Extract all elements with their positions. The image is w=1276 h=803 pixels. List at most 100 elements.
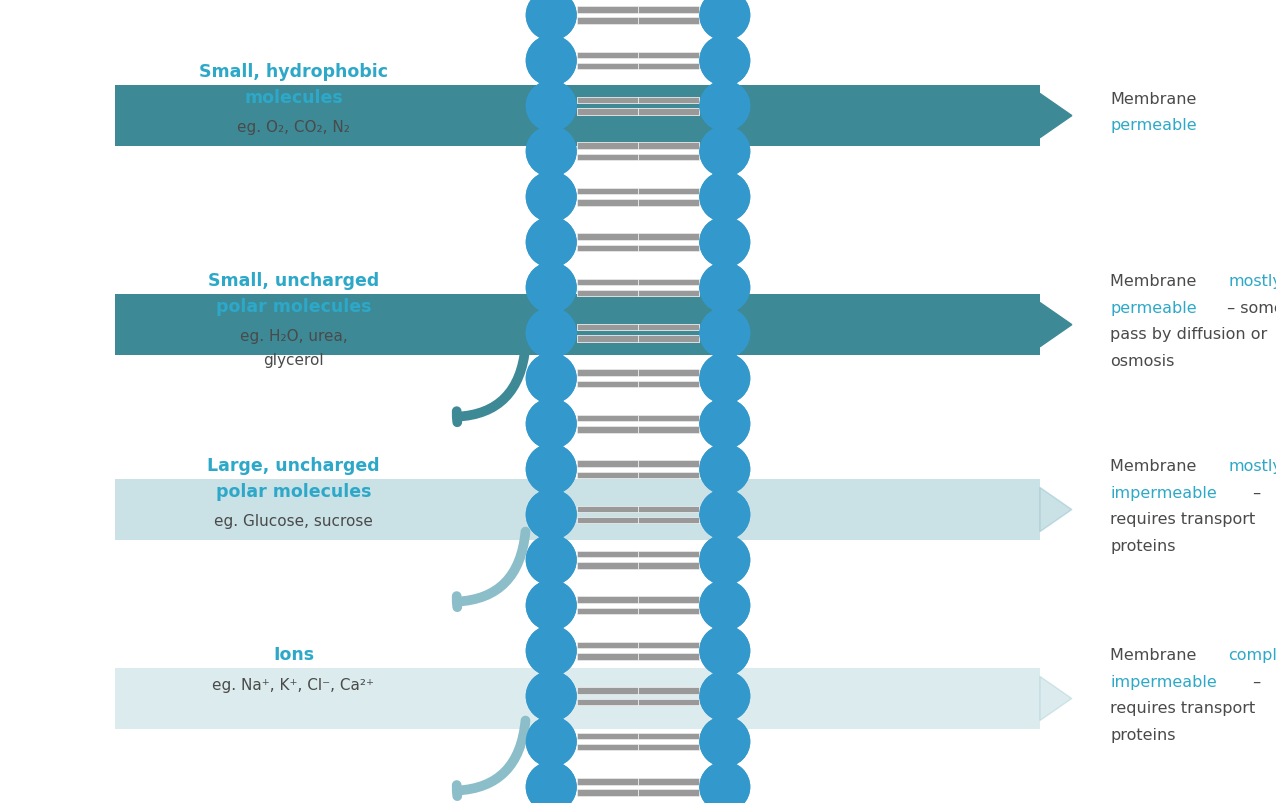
- Bar: [638, 733, 699, 740]
- Text: Large, uncharged: Large, uncharged: [207, 457, 380, 475]
- Ellipse shape: [526, 0, 577, 42]
- Bar: [638, 234, 699, 240]
- Bar: [638, 789, 699, 796]
- Text: permeable: permeable: [1110, 300, 1197, 316]
- Text: Small, uncharged: Small, uncharged: [208, 272, 379, 290]
- Bar: [638, 744, 699, 751]
- Text: Ions: Ions: [273, 646, 314, 663]
- Bar: [577, 109, 638, 116]
- Ellipse shape: [699, 671, 750, 722]
- Ellipse shape: [699, 81, 750, 132]
- Bar: [638, 63, 699, 70]
- Bar: [638, 189, 699, 195]
- Bar: [577, 597, 638, 603]
- Bar: [638, 143, 699, 149]
- Bar: [577, 506, 638, 512]
- Bar: [638, 245, 699, 251]
- Ellipse shape: [699, 218, 750, 268]
- Bar: [638, 608, 699, 614]
- Text: –: –: [1248, 485, 1261, 500]
- Bar: [638, 461, 699, 467]
- Ellipse shape: [699, 353, 750, 405]
- Bar: [577, 200, 638, 206]
- Bar: [115, 295, 1040, 356]
- Ellipse shape: [699, 218, 750, 268]
- Ellipse shape: [526, 218, 577, 268]
- Ellipse shape: [526, 218, 577, 268]
- Bar: [638, 52, 699, 59]
- Bar: [577, 234, 638, 240]
- Text: requires transport: requires transport: [1110, 512, 1256, 527]
- Bar: [638, 506, 699, 512]
- Ellipse shape: [699, 127, 750, 177]
- Bar: [577, 778, 638, 785]
- Bar: [638, 7, 699, 14]
- Ellipse shape: [699, 0, 750, 42]
- Bar: [577, 517, 638, 524]
- Bar: [577, 426, 638, 433]
- Bar: [638, 608, 699, 614]
- Ellipse shape: [526, 716, 577, 767]
- Ellipse shape: [699, 535, 750, 585]
- Bar: [638, 18, 699, 25]
- Bar: [638, 517, 699, 524]
- Bar: [577, 789, 638, 796]
- Ellipse shape: [526, 36, 577, 87]
- Ellipse shape: [526, 308, 577, 359]
- Ellipse shape: [526, 535, 577, 585]
- Bar: [638, 472, 699, 479]
- Bar: [638, 336, 699, 342]
- Bar: [638, 234, 699, 240]
- Bar: [638, 381, 699, 388]
- Bar: [638, 143, 699, 149]
- Ellipse shape: [526, 444, 577, 495]
- Bar: [577, 517, 638, 524]
- Bar: [638, 563, 699, 569]
- Bar: [638, 597, 699, 603]
- Bar: [638, 109, 699, 116]
- Bar: [638, 687, 699, 694]
- Ellipse shape: [526, 353, 577, 405]
- Ellipse shape: [699, 761, 750, 803]
- Bar: [638, 426, 699, 433]
- Ellipse shape: [526, 172, 577, 223]
- Ellipse shape: [699, 535, 750, 585]
- Bar: [638, 506, 699, 512]
- Ellipse shape: [526, 353, 577, 405]
- Bar: [577, 654, 638, 660]
- Ellipse shape: [699, 263, 750, 314]
- Bar: [577, 154, 638, 161]
- Bar: [638, 52, 699, 59]
- Ellipse shape: [699, 626, 750, 676]
- Bar: [577, 415, 638, 422]
- Bar: [577, 279, 638, 286]
- Bar: [638, 381, 699, 388]
- Bar: [638, 552, 699, 558]
- Ellipse shape: [699, 308, 750, 359]
- Bar: [577, 98, 638, 104]
- Ellipse shape: [526, 580, 577, 631]
- Bar: [577, 426, 638, 433]
- Bar: [638, 744, 699, 751]
- Ellipse shape: [699, 172, 750, 223]
- Bar: [577, 234, 638, 240]
- Polygon shape: [1040, 95, 1072, 138]
- Ellipse shape: [526, 81, 577, 132]
- Bar: [577, 472, 638, 479]
- Bar: [577, 154, 638, 161]
- Bar: [577, 18, 638, 25]
- Ellipse shape: [699, 580, 750, 631]
- Bar: [638, 642, 699, 649]
- Bar: [638, 154, 699, 161]
- Bar: [577, 291, 638, 297]
- Bar: [577, 189, 638, 195]
- Bar: [577, 189, 638, 195]
- Ellipse shape: [526, 761, 577, 803]
- Bar: [577, 552, 638, 558]
- Text: requires transport: requires transport: [1110, 700, 1256, 715]
- Ellipse shape: [699, 36, 750, 87]
- Ellipse shape: [699, 308, 750, 359]
- Ellipse shape: [699, 489, 750, 540]
- Bar: [638, 7, 699, 14]
- Bar: [577, 143, 638, 149]
